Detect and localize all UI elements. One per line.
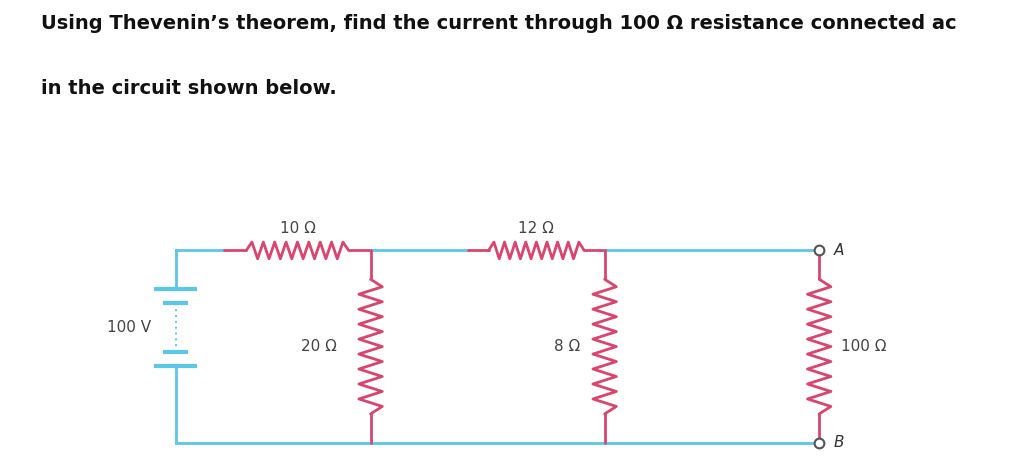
Text: 100 V: 100 V	[108, 320, 152, 335]
Text: 10 Ω: 10 Ω	[280, 221, 315, 237]
Text: in the circuit shown below.: in the circuit shown below.	[41, 79, 337, 97]
Text: 8 Ω: 8 Ω	[554, 339, 581, 354]
Text: A: A	[834, 243, 844, 258]
Text: Using Thevenin’s theorem, find the current through 100 Ω resistance connected ac: Using Thevenin’s theorem, find the curre…	[41, 14, 956, 33]
Text: 12 Ω: 12 Ω	[518, 221, 554, 237]
Text: 20 Ω: 20 Ω	[301, 339, 337, 354]
Text: 100 Ω: 100 Ω	[841, 339, 886, 354]
Text: B: B	[834, 435, 845, 450]
